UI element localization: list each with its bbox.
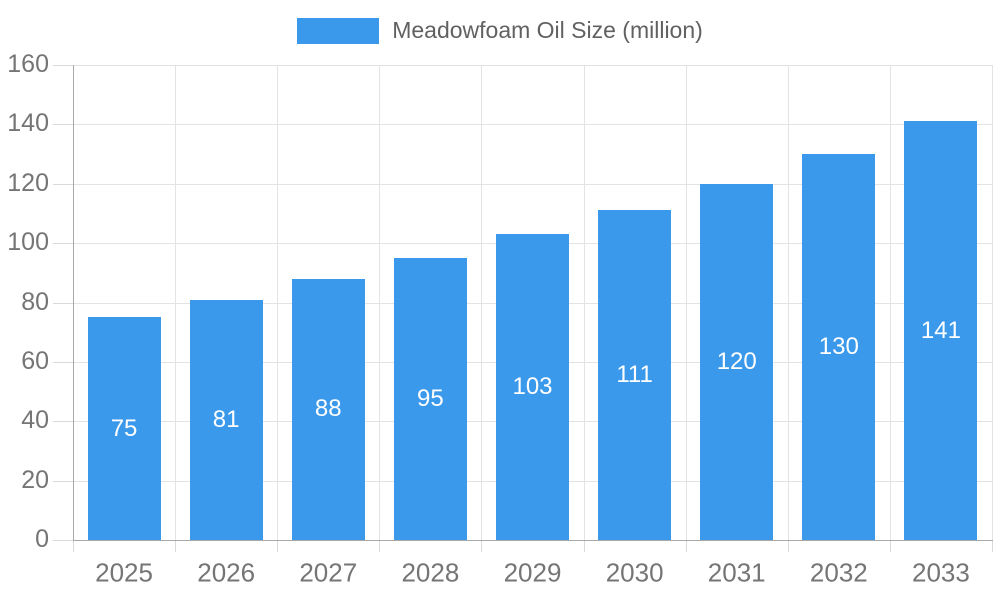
bar[interactable]: 81 (189, 299, 263, 540)
y-axis-tick (53, 243, 73, 245)
x-axis-tick (277, 541, 279, 552)
h-gridline (73, 65, 992, 66)
y-axis-tick (53, 65, 73, 66)
x-axis-label: 2029 (503, 557, 562, 588)
x-axis-tick (175, 541, 177, 552)
y-axis-tick (53, 124, 73, 126)
bar-value-label: 141 (920, 316, 961, 344)
bar[interactable]: 95 (393, 257, 467, 540)
x-axis-label: 2028 (401, 557, 460, 588)
y-axis-label: 0 (35, 524, 49, 553)
bar-value-label: 120 (716, 347, 757, 375)
h-gridline (73, 183, 992, 185)
y-axis-tick (53, 302, 73, 304)
y-axis-label: 160 (7, 49, 49, 78)
x-axis-tick (481, 541, 483, 552)
y-axis-tick (53, 361, 73, 363)
bar[interactable]: 141 (904, 121, 978, 540)
v-gridline (685, 65, 687, 540)
v-gridline (889, 65, 891, 540)
h-gridline (73, 124, 992, 126)
x-axis-tick (787, 541, 789, 552)
y-axis-tick (53, 480, 73, 482)
bar-value-label: 75 (110, 414, 138, 442)
x-axis-label: 2032 (809, 557, 868, 588)
y-axis-tick (53, 183, 73, 185)
bar-value-label: 111 (616, 361, 653, 389)
y-axis-label: 80 (21, 287, 49, 316)
x-axis-line (73, 540, 993, 541)
y-axis-label: 40 (21, 406, 49, 435)
legend-swatch (297, 17, 380, 44)
x-axis-label: 2027 (299, 557, 358, 588)
y-axis-label: 100 (7, 228, 49, 257)
legend[interactable]: Meadowfoam Oil Size (million) (0, 17, 1000, 44)
x-axis-tick (379, 541, 381, 552)
bar-value-label: 130 (818, 333, 859, 361)
x-axis-tick (583, 541, 585, 552)
bar-value-label: 88 (314, 395, 342, 423)
v-gridline (992, 65, 993, 540)
bar[interactable]: 88 (291, 278, 365, 540)
v-gridline (379, 65, 381, 540)
x-axis-label: 2030 (605, 557, 664, 588)
y-axis-label: 60 (21, 346, 49, 375)
bar[interactable]: 120 (700, 183, 774, 540)
bar[interactable]: 111 (598, 210, 672, 540)
x-axis-tick (685, 541, 687, 552)
y-axis-tick (53, 421, 73, 423)
bar-value-label: 103 (512, 373, 553, 401)
x-axis-label: 2025 (95, 557, 153, 588)
bar-value-label: 81 (212, 405, 240, 433)
y-axis-label: 140 (7, 109, 49, 138)
v-gridline (583, 65, 585, 540)
legend-label: Meadowfoam Oil Size (million) (392, 17, 703, 43)
x-axis-tick (889, 541, 891, 552)
bar[interactable]: 75 (87, 317, 161, 540)
bar-value-label: 95 (417, 384, 444, 412)
v-gridline (481, 65, 483, 540)
y-axis-label: 20 (21, 465, 49, 494)
x-axis-label: 2026 (197, 557, 256, 588)
bar[interactable]: 130 (802, 154, 876, 540)
y-axis-line (73, 65, 74, 541)
v-gridline (277, 65, 279, 540)
bar[interactable]: 103 (496, 234, 569, 540)
v-gridline (175, 65, 177, 540)
x-axis-label: 2033 (912, 557, 970, 588)
x-axis-tick (73, 541, 74, 552)
v-gridline (787, 65, 789, 540)
x-axis-label: 2031 (707, 557, 766, 588)
y-axis-label: 120 (7, 168, 49, 197)
y-axis-tick (53, 540, 73, 541)
x-axis-tick (992, 541, 993, 552)
